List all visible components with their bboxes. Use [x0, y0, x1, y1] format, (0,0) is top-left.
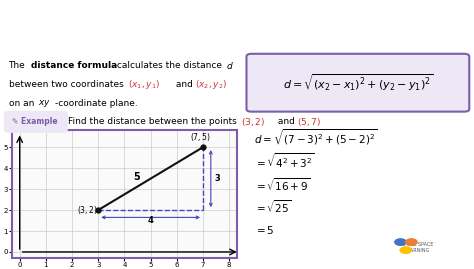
- Text: 5: 5: [134, 172, 140, 182]
- Text: $= \sqrt{16+9}$: $= \sqrt{16+9}$: [254, 176, 310, 193]
- Text: Distance Formula: Distance Formula: [7, 14, 183, 32]
- Text: ✎ Example: ✎ Example: [12, 117, 58, 126]
- Text: $(7,5)$: $(7,5)$: [190, 131, 211, 143]
- Text: $xy$: $xy$: [38, 98, 51, 109]
- Text: $(5, 7)$: $(5, 7)$: [297, 116, 321, 128]
- Text: 3: 3: [215, 174, 220, 183]
- Text: $(3,2)$: $(3,2)$: [77, 204, 98, 216]
- Text: -coordinate plane.: -coordinate plane.: [55, 99, 137, 108]
- Text: $(x_2, y_2)$: $(x_2, y_2)$: [195, 78, 228, 91]
- Text: calculates the distance: calculates the distance: [114, 61, 225, 70]
- Text: and: and: [173, 80, 196, 89]
- Text: Find the distance between the points: Find the distance between the points: [68, 117, 239, 126]
- Text: $= \sqrt{25}$: $= \sqrt{25}$: [254, 199, 291, 215]
- Text: $d = \sqrt{(7-3)^2+(5-2)^2}$: $d = \sqrt{(7-3)^2+(5-2)^2}$: [254, 128, 377, 147]
- Text: $d = \sqrt{(x_2 - x_1)^2 + (y_2 - y_1)^2}$: $d = \sqrt{(x_2 - x_1)^2 + (y_2 - y_1)^2…: [283, 73, 433, 93]
- Text: $d$: $d$: [226, 61, 233, 71]
- Text: $= 5$: $= 5$: [254, 224, 274, 236]
- Text: The: The: [9, 61, 28, 70]
- Text: $(x_1, y_1)$: $(x_1, y_1)$: [128, 78, 160, 91]
- Text: 4: 4: [148, 216, 154, 225]
- Text: and: and: [275, 117, 298, 126]
- Text: $= \sqrt{4^2+3^2}$: $= \sqrt{4^2+3^2}$: [254, 152, 314, 171]
- Text: distance formula: distance formula: [31, 61, 118, 70]
- Text: THIRD SPACE
LEARNING: THIRD SPACE LEARNING: [401, 242, 433, 253]
- Text: on an: on an: [9, 99, 37, 108]
- Text: $(3, 2)$: $(3, 2)$: [241, 116, 265, 128]
- Text: between two coordinates: between two coordinates: [9, 80, 126, 89]
